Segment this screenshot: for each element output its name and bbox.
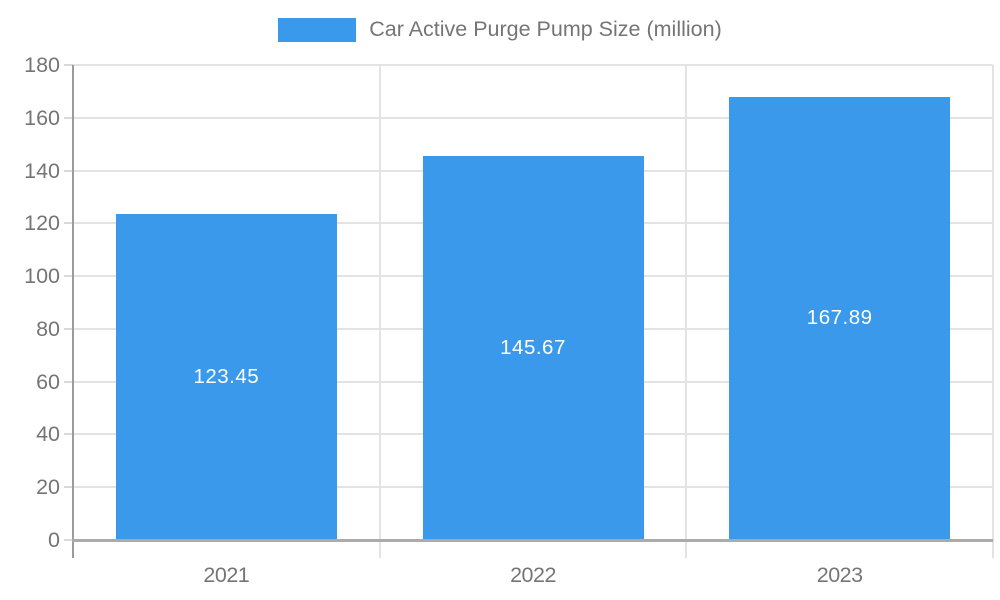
y-axis-label: 120 (24, 211, 60, 236)
y-axis-tick (64, 539, 73, 541)
y-axis-label: 160 (24, 105, 60, 130)
x-gridline (378, 65, 381, 540)
y-axis-label: 20 (36, 475, 60, 500)
legend[interactable]: Car Active Purge Pump Size (million) (0, 17, 1000, 42)
y-axis-label: 0 (48, 528, 60, 552)
bar-value-label: 145.67 (500, 335, 566, 359)
x-gridline (685, 65, 688, 540)
x-axis-label: 2023 (816, 563, 863, 587)
bar-value-label: 167.89 (806, 306, 873, 330)
bar[interactable]: 167.89 (729, 96, 951, 540)
y-axis-tick (64, 169, 73, 172)
y-axis-tick (64, 327, 73, 330)
y-axis-label: 60 (36, 369, 60, 394)
x-axis-label: 2022 (510, 563, 556, 587)
bar[interactable]: 145.67 (422, 155, 644, 540)
y-axis-tick (64, 275, 73, 278)
bar-value-label: 123.45 (193, 365, 260, 389)
y-axis-tick (64, 64, 73, 66)
legend-label: Car Active Purge Pump Size (million) (369, 17, 722, 41)
bar[interactable]: 123.45 (115, 214, 337, 540)
legend-swatch-icon (278, 17, 357, 42)
y-gridline (73, 64, 993, 66)
y-axis-tick (64, 116, 73, 119)
x-gridline (992, 65, 994, 540)
y-axis-tick (64, 433, 73, 436)
y-axis-label: 180 (24, 53, 60, 77)
y-axis-label: 40 (36, 422, 60, 447)
x-axis-tick (992, 540, 994, 558)
y-axis-tick (64, 222, 73, 225)
y-gridline (73, 116, 993, 119)
y-axis-label: 140 (24, 158, 60, 183)
y-axis-tick (64, 486, 73, 489)
y-axis-tick (64, 380, 73, 383)
y-axis-label: 80 (36, 316, 60, 341)
y-axis-line (72, 65, 74, 558)
x-axis-tick (378, 540, 381, 558)
x-axis-tick (685, 540, 688, 558)
y-axis-label: 100 (24, 264, 60, 289)
x-axis-line (72, 539, 993, 542)
x-axis-label: 2021 (203, 563, 250, 587)
